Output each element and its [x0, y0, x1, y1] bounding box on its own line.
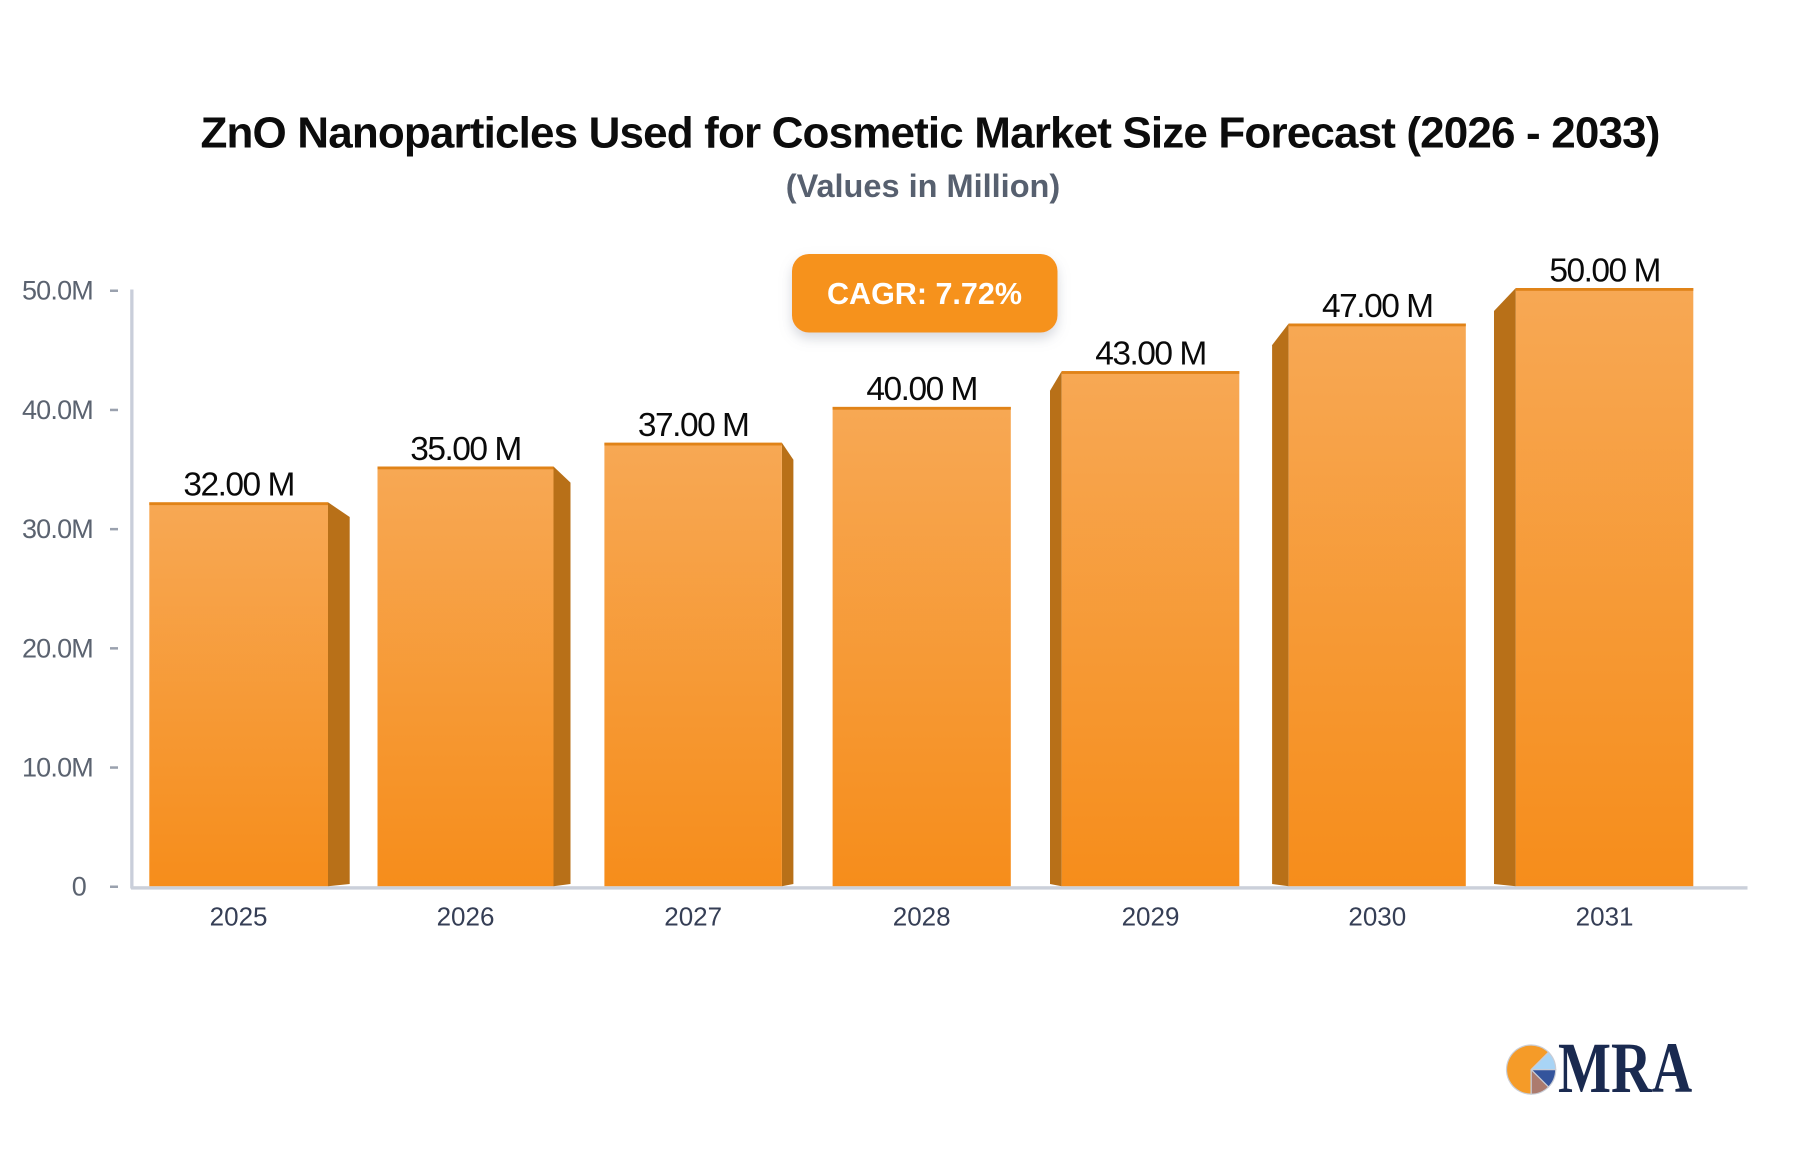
svg-text:2030: 2030 [1348, 902, 1406, 932]
svg-text:2025: 2025 [210, 902, 268, 932]
svg-text:0: 0 [72, 872, 86, 902]
svg-text:2027: 2027 [664, 902, 722, 932]
svg-text:2026: 2026 [437, 902, 495, 932]
svg-text:20.0M: 20.0M [22, 633, 93, 663]
svg-text:40.00 M: 40.00 M [866, 371, 977, 408]
svg-text:2029: 2029 [1122, 902, 1180, 932]
svg-text:32.00 M: 32.00 M [183, 467, 294, 504]
svg-text:40.0M: 40.0M [22, 395, 93, 425]
svg-text:35.00 M: 35.00 M [410, 431, 521, 468]
svg-text:2028: 2028 [893, 902, 951, 932]
svg-text:47.00 M: 47.00 M [1322, 288, 1433, 325]
svg-text:MRA: MRA [1558, 1028, 1692, 1108]
svg-text:50.0M: 50.0M [22, 276, 93, 306]
svg-text:10.0M: 10.0M [22, 753, 93, 783]
svg-text:CAGR: 7.72%: CAGR: 7.72% [827, 277, 1022, 311]
svg-text:50.00 M: 50.00 M [1549, 252, 1660, 289]
svg-text:2031: 2031 [1576, 902, 1634, 932]
svg-text:(Values in Million): (Values in Million) [786, 168, 1060, 204]
svg-text:30.0M: 30.0M [22, 514, 93, 544]
svg-text:37.00 M: 37.00 M [638, 407, 749, 444]
svg-text:ZnO Nanoparticles Used for Cos: ZnO Nanoparticles Used for Cosmetic Mark… [200, 109, 1659, 158]
svg-text:43.00 M: 43.00 M [1095, 335, 1206, 372]
